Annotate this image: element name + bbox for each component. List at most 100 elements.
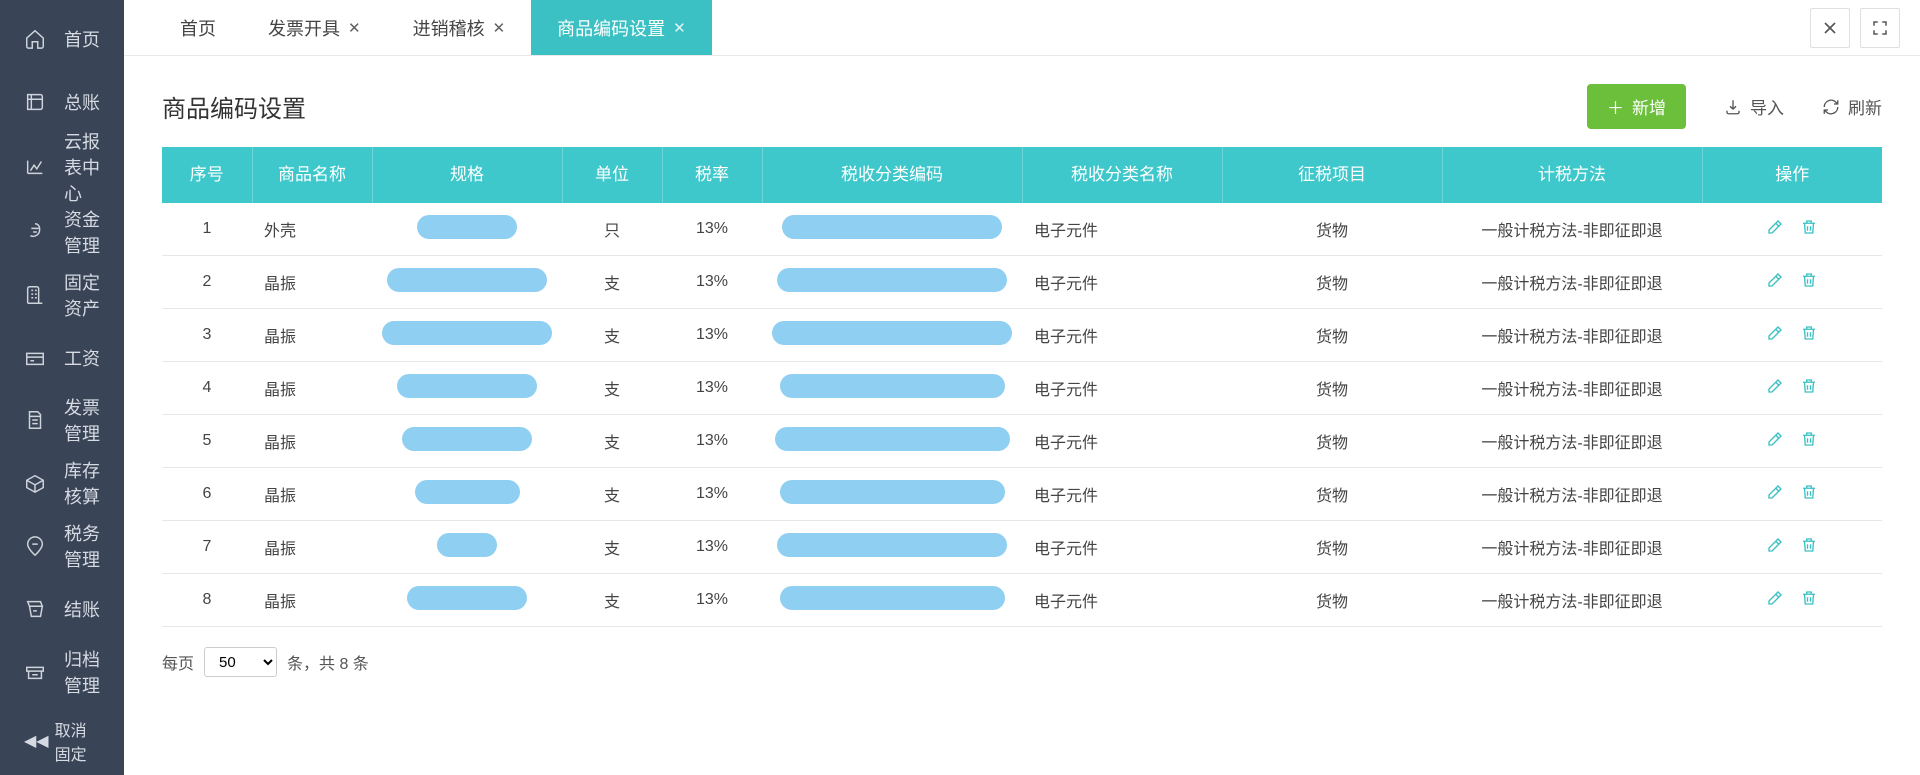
import-button[interactable]: 导入: [1724, 94, 1784, 119]
cell-rate: 13%: [662, 574, 762, 627]
cell-cat: 电子元件: [1022, 362, 1222, 415]
sidebar-item-invoice[interactable]: 发票管理: [0, 389, 124, 452]
edit-icon[interactable]: [1766, 377, 1784, 400]
tab-2[interactable]: 进销稽核✕: [387, 0, 532, 55]
cell-cat: 电子元件: [1022, 521, 1222, 574]
sidebar-item-label: 固定资产: [64, 269, 100, 321]
delete-icon[interactable]: [1800, 536, 1818, 559]
delete-icon[interactable]: [1800, 218, 1818, 241]
cell-method: 一般计税方法-非即征即退: [1442, 415, 1702, 468]
redacted-spec: [407, 586, 527, 610]
plus-icon: ＋: [1607, 94, 1624, 119]
fullscreen-button[interactable]: [1860, 8, 1900, 48]
cell-code: [762, 256, 1022, 309]
cell-method: 一般计税方法-非即征即退: [1442, 521, 1702, 574]
col-head-unit: 单位: [562, 147, 662, 203]
cell-unit: 支: [562, 415, 662, 468]
cell-name: 晶振: [252, 256, 372, 309]
redacted-spec: [397, 374, 537, 398]
sidebar-item-tax[interactable]: 税务管理: [0, 515, 124, 578]
tab-0[interactable]: 首页: [154, 0, 242, 55]
cell-seq: 7: [162, 521, 252, 574]
tab-label: 商品编码设置: [557, 15, 665, 41]
cell-method: 一般计税方法-非即征即退: [1442, 203, 1702, 256]
table-row: 4晶振支13%电子元件货物一般计税方法-非即征即退: [162, 362, 1882, 415]
edit-icon[interactable]: [1766, 536, 1784, 559]
cell-seq: 8: [162, 574, 252, 627]
edit-icon[interactable]: [1766, 430, 1784, 453]
col-head-method: 计税方法: [1442, 147, 1702, 203]
table-row: 1外壳只13%电子元件货物一般计税方法-非即征即退: [162, 203, 1882, 256]
redacted-spec: [415, 480, 520, 504]
redacted-code: [772, 321, 1012, 345]
cell-ops: [1702, 521, 1882, 574]
delete-icon[interactable]: [1800, 430, 1818, 453]
cell-rate: 13%: [662, 309, 762, 362]
table-head-row: 序号商品名称规格单位税率税收分类编码税收分类名称征税项目计税方法操作: [162, 147, 1882, 203]
sidebar-item-inventory[interactable]: 库存核算: [0, 452, 124, 515]
cell-ops: [1702, 415, 1882, 468]
cell-seq: 2: [162, 256, 252, 309]
sidebar-item-chart[interactable]: 云报表中心: [0, 134, 124, 201]
close-all-tabs-button[interactable]: [1810, 8, 1850, 48]
cell-spec: [372, 521, 562, 574]
cell-seq: 4: [162, 362, 252, 415]
cell-name: 晶振: [252, 415, 372, 468]
sidebar-item-home[interactable]: 首页: [0, 8, 124, 71]
pin-icon: ◀◀: [24, 731, 49, 751]
close-icon[interactable]: ✕: [673, 19, 686, 37]
per-page-select[interactable]: 50: [204, 647, 277, 677]
redacted-spec: [417, 215, 517, 239]
sidebar-item-label: 库存核算: [64, 457, 100, 509]
per-page-prefix: 每页: [162, 650, 194, 674]
delete-icon[interactable]: [1800, 377, 1818, 400]
sidebar-item-label: 首页: [64, 26, 100, 52]
close-icon[interactable]: ✕: [348, 19, 361, 37]
tab-label: 发票开具: [268, 15, 340, 41]
col-head-seq: 序号: [162, 147, 252, 203]
sidebar-item-checkout[interactable]: 结账: [0, 577, 124, 640]
sidebar-item-archive[interactable]: 归档管理: [0, 640, 124, 703]
sidebar-item-money[interactable]: 资金管理: [0, 201, 124, 264]
delete-icon[interactable]: [1800, 324, 1818, 347]
edit-icon[interactable]: [1766, 483, 1784, 506]
tab-1[interactable]: 发票开具 ✕: [242, 0, 387, 55]
delete-icon[interactable]: [1800, 271, 1818, 294]
cell-ops: [1702, 574, 1882, 627]
cell-unit: 支: [562, 574, 662, 627]
tab-3[interactable]: 商品编码设置 ✕: [531, 0, 712, 55]
redacted-code: [782, 215, 1002, 239]
sidebar-item-salary[interactable]: 工资: [0, 326, 124, 389]
edit-icon[interactable]: [1766, 218, 1784, 241]
cell-name: 晶振: [252, 362, 372, 415]
sidebar-unpin[interactable]: ◀◀ 取消固定: [0, 703, 124, 775]
import-button-label: 导入: [1750, 94, 1784, 119]
cell-cat: 电子元件: [1022, 415, 1222, 468]
money-icon: [24, 221, 46, 243]
cell-unit: 支: [562, 468, 662, 521]
add-button[interactable]: ＋ 新增: [1587, 84, 1686, 129]
sidebar-item-building[interactable]: 固定资产: [0, 263, 124, 326]
delete-icon[interactable]: [1800, 589, 1818, 612]
edit-icon[interactable]: [1766, 589, 1784, 612]
delete-icon[interactable]: [1800, 483, 1818, 506]
cell-name: 晶振: [252, 468, 372, 521]
sidebar-item-ledger[interactable]: 总账: [0, 71, 124, 134]
refresh-button[interactable]: 刷新: [1822, 94, 1882, 119]
cell-method: 一般计税方法-非即征即退: [1442, 256, 1702, 309]
table-row: 6晶振支13%电子元件货物一般计税方法-非即征即退: [162, 468, 1882, 521]
cell-method: 一般计税方法-非即征即退: [1442, 309, 1702, 362]
cell-unit: 支: [562, 521, 662, 574]
edit-icon[interactable]: [1766, 324, 1784, 347]
close-icon[interactable]: ✕: [493, 19, 506, 37]
cell-spec: [372, 309, 562, 362]
salary-icon: [24, 347, 46, 369]
refresh-icon: [1822, 98, 1840, 116]
redacted-code: [780, 586, 1005, 610]
cell-name: 晶振: [252, 521, 372, 574]
cell-code: [762, 203, 1022, 256]
edit-icon[interactable]: [1766, 271, 1784, 294]
redacted-spec: [387, 268, 547, 292]
cell-ops: [1702, 203, 1882, 256]
cell-rate: 13%: [662, 468, 762, 521]
